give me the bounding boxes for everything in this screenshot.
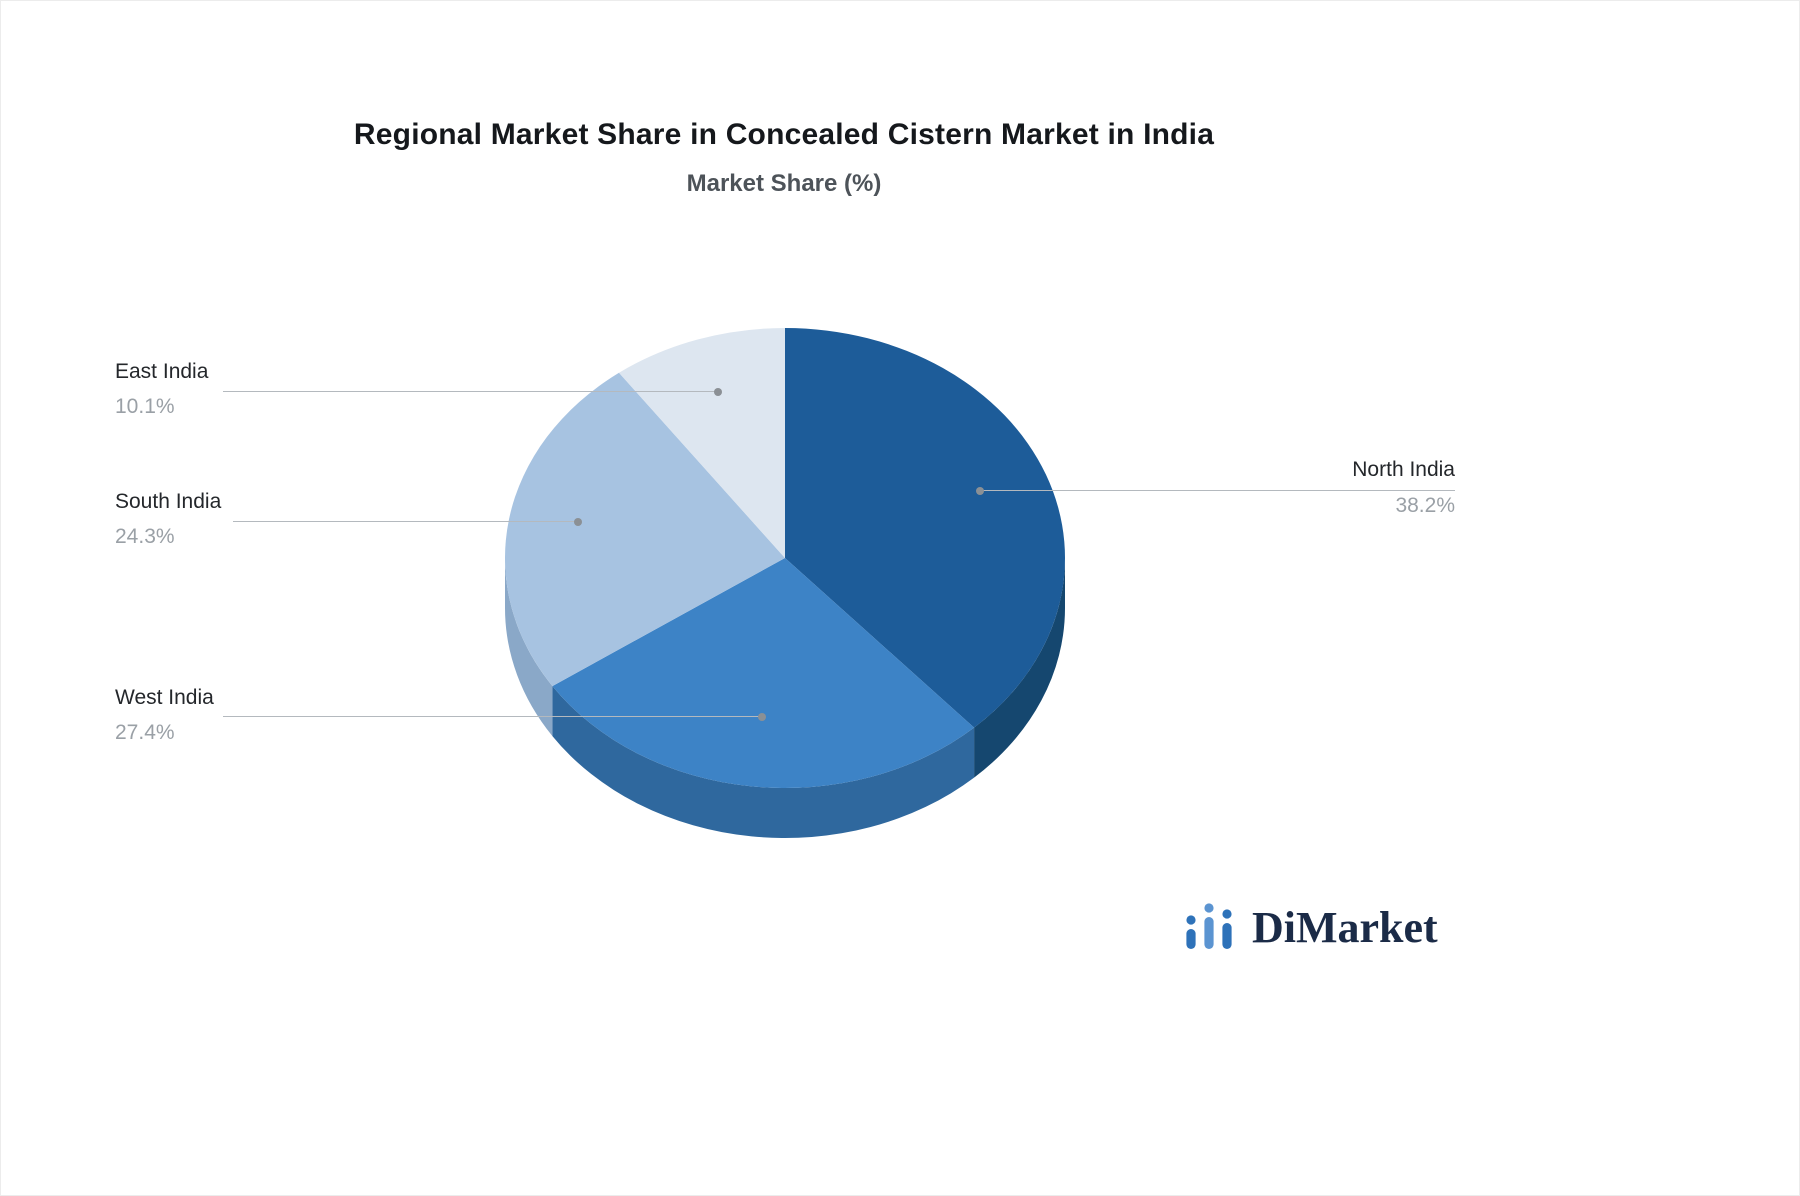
slice-label-east-india: East India bbox=[115, 360, 209, 383]
chart-title: Regional Market Share in Concealed Ciste… bbox=[353, 118, 1215, 151]
chart-header: Regional Market Share in Concealed Ciste… bbox=[0, 0, 1568, 198]
slice-label-south-india: South India bbox=[115, 490, 222, 513]
logo-text: DiMarket bbox=[1252, 903, 1438, 952]
pie-slice-side-south-india bbox=[505, 558, 553, 737]
pie-slice-west-india bbox=[552, 558, 975, 788]
pie-slice-east-india bbox=[619, 328, 785, 558]
slice-label-west-india: West India bbox=[115, 686, 214, 709]
slice-value-north-india: 38.2% bbox=[1395, 494, 1455, 517]
pie-slice-south-india bbox=[505, 372, 785, 687]
leader-line-east-india bbox=[223, 387, 722, 396]
slice-value-south-india: 24.3% bbox=[115, 525, 175, 548]
leader-dot-west-india bbox=[758, 712, 766, 721]
leader-dot-north-india bbox=[976, 486, 984, 495]
dimarket-logo: DiMarket bbox=[1183, 900, 1438, 952]
slice-value-west-india: 27.4% bbox=[115, 721, 175, 744]
pie-slice-north-india bbox=[785, 328, 1065, 728]
chart-subtitle: Market Share (%) bbox=[686, 170, 882, 197]
leader-dot-east-india bbox=[714, 387, 722, 396]
leader-line-west-india bbox=[223, 712, 766, 721]
leader-line-south-india bbox=[233, 517, 582, 526]
slice-label-north-india: North India bbox=[1352, 458, 1455, 481]
pie-slice-side-west-india bbox=[552, 686, 975, 838]
leader-dot-south-india bbox=[574, 517, 582, 526]
pie-chart bbox=[505, 328, 1065, 838]
slice-value-east-india: 10.1% bbox=[115, 395, 175, 418]
pie-slice-side-north-india bbox=[974, 558, 1065, 778]
bar-chart-icon bbox=[1186, 903, 1232, 949]
leader-line-north-india bbox=[976, 486, 1455, 495]
